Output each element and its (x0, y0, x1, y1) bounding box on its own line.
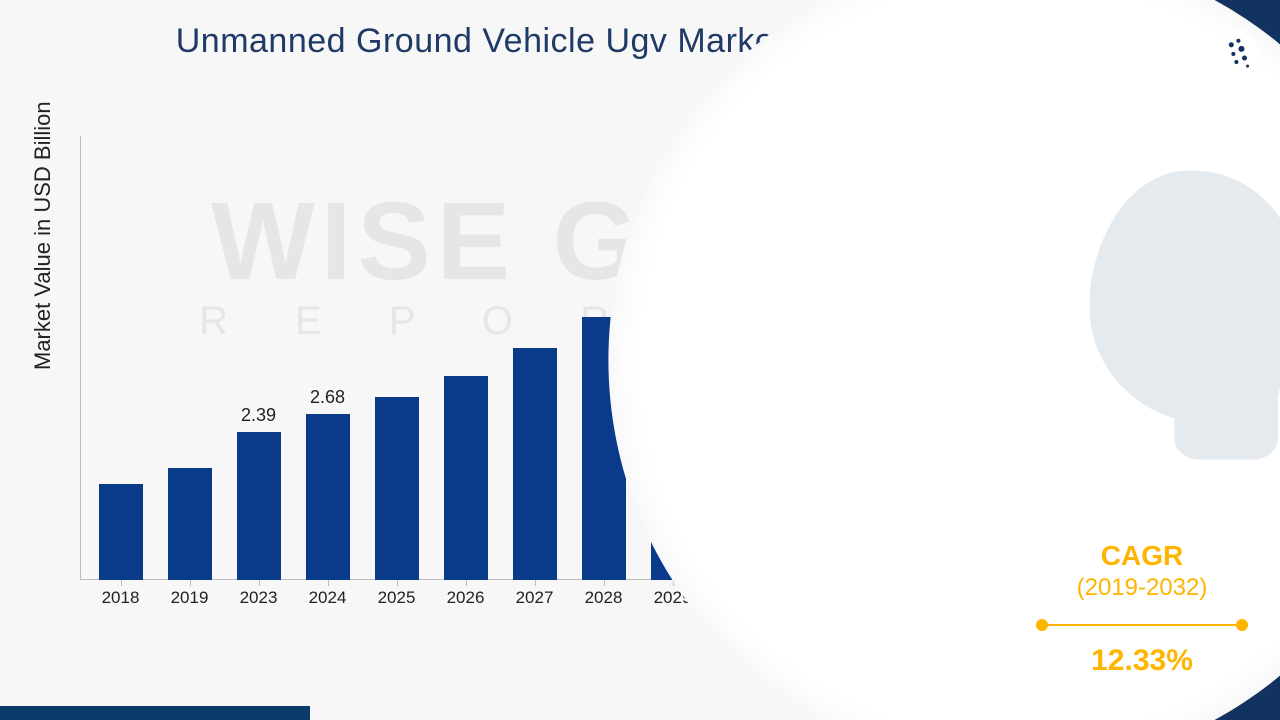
accent-strip (0, 706, 310, 720)
brand-sub: R E P O R T S (984, 61, 1201, 95)
x-tick-label: 2028 (585, 588, 623, 608)
cagr-divider (1042, 624, 1242, 626)
cagr-range: (2019-2032) (1022, 574, 1262, 602)
bar-slot (362, 140, 431, 580)
x-tick-mark (604, 580, 605, 586)
x-tick-label: 2026 (447, 588, 485, 608)
x-tick-mark (259, 580, 260, 586)
brand-head-icon (1211, 27, 1262, 89)
y-axis-label: Market Value in USD Billion (30, 101, 56, 370)
x-tick-mark (328, 580, 329, 586)
x-tick-mark (397, 580, 398, 586)
x-tick-label: 2023 (240, 588, 278, 608)
bar (513, 348, 557, 580)
bar-slot (86, 140, 155, 580)
watermark-head-icon (1060, 160, 1280, 470)
x-tick-label: 2025 (378, 588, 416, 608)
x-tick-mark (121, 580, 122, 586)
x-tick-mark (535, 580, 536, 586)
x-tick-mark (190, 580, 191, 586)
bar-slot (500, 140, 569, 580)
bar-value-label: 2.68 (310, 387, 345, 408)
cagr-box: CAGR (2019-2032) 12.33% (1022, 540, 1262, 678)
bar-slot (155, 140, 224, 580)
cagr-title: CAGR (1022, 540, 1262, 572)
bar (375, 397, 419, 580)
x-tick-mark (466, 580, 467, 586)
bar (306, 414, 350, 580)
bar (99, 484, 143, 580)
bar-slot: 2.39 (224, 140, 293, 580)
y-axis-line (80, 136, 81, 580)
bar-value-label: 2.39 (241, 405, 276, 426)
bar (168, 468, 212, 580)
info-panel: WISE GUY R E P O R T S CAGR (2019-2032) (970, 0, 1280, 720)
cagr-value: 12.33% (1022, 644, 1262, 678)
bar (444, 376, 488, 581)
x-tick-label: 2019 (171, 588, 209, 608)
bar-slot (431, 140, 500, 580)
bar (237, 432, 281, 580)
x-tick-label: 2024 (309, 588, 347, 608)
brand-main: WISE GUY (982, 20, 1201, 59)
stage: WISE GUY R E P O R T S Unmanned Ground V… (0, 0, 1280, 720)
x-tick-label: 2027 (516, 588, 554, 608)
brand-logo: WISE GUY R E P O R T S (982, 20, 1262, 95)
bar-slot: 2.68 (293, 140, 362, 580)
x-tick-label: 2018 (102, 588, 140, 608)
